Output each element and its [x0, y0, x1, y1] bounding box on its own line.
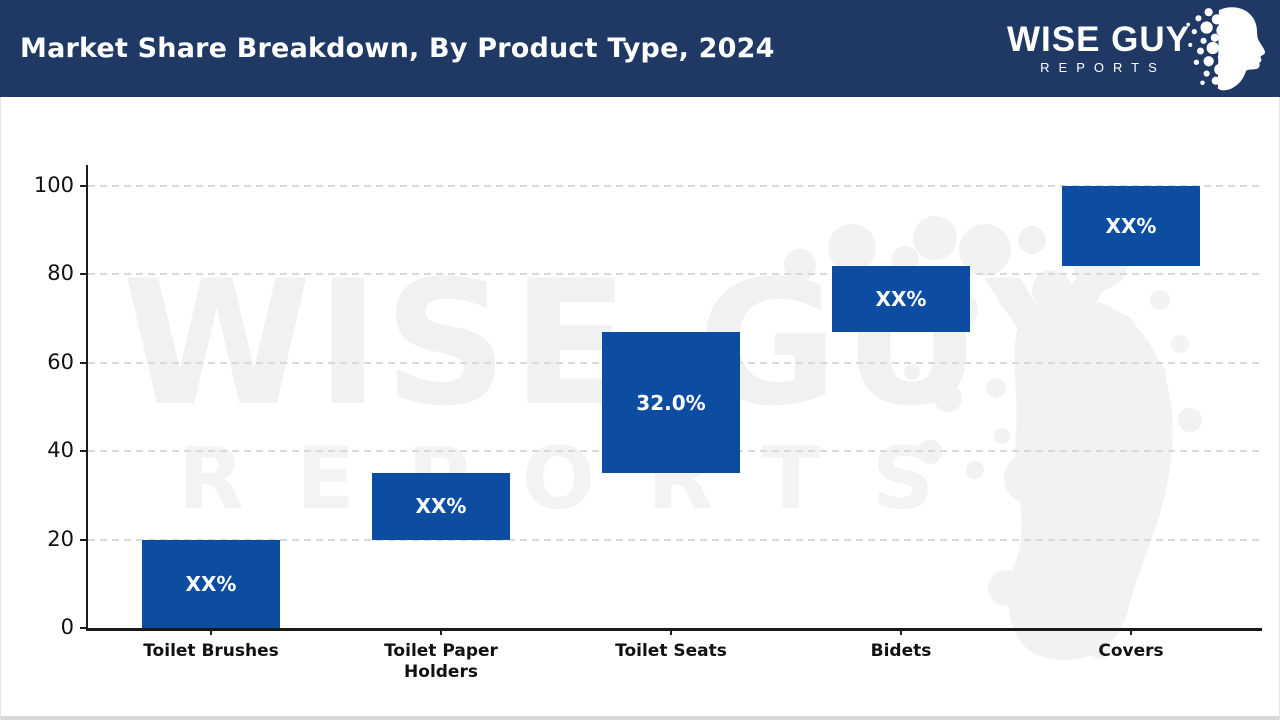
bar-value-label: XX%	[415, 494, 467, 519]
left-edge	[0, 97, 1, 720]
ytick-80	[80, 273, 88, 276]
ytick-label-20: 20	[47, 526, 74, 551]
brand-name: WISE GUY	[1006, 20, 1190, 59]
xtick-1	[210, 628, 212, 635]
page-title: Market Share Breakdown, By Product Type,…	[20, 33, 775, 64]
header-bar: Market Share Breakdown, By Product Type,…	[0, 0, 1280, 97]
bar-value-label: XX%	[875, 286, 927, 311]
bar-5: XX%	[1062, 186, 1200, 266]
category-label: Bidets	[870, 641, 932, 661]
ytick-label-0: 0	[60, 615, 74, 639]
ytick-label-40: 40	[47, 438, 74, 463]
xtick-3	[670, 628, 672, 635]
bottom-edge	[0, 716, 1280, 720]
brand-logo-text: WISE GUY REPORTS	[1007, 22, 1190, 75]
bar-3: 32.0%	[602, 331, 740, 474]
brand-logo: WISE GUY REPORTS	[1007, 4, 1272, 94]
category-label: Toilet Paper Holders	[384, 641, 498, 683]
category-label: Toilet Brushes	[143, 641, 279, 661]
x-axis-line	[86, 628, 1262, 631]
bar-1: XX%	[142, 539, 280, 628]
ytick-100	[80, 185, 88, 187]
ytick-label-80: 80	[47, 261, 74, 286]
ytick-0	[80, 627, 88, 629]
category-label: Toilet Seats	[615, 641, 727, 661]
xtick-4	[900, 628, 902, 635]
bar-value-label: 32.0%	[636, 390, 706, 415]
gridline-80	[88, 273, 1262, 276]
bar-value-label: XX%	[185, 571, 237, 596]
ytick-label-100: 100	[33, 173, 74, 197]
category-label: Covers	[1098, 641, 1164, 661]
y-axis-line	[86, 165, 88, 630]
gridline-100	[88, 185, 1262, 187]
logo-face-icon	[1186, 6, 1265, 90]
ytick-20	[80, 538, 88, 541]
gridline-20	[88, 538, 1262, 541]
brand-subtitle: REPORTS	[1040, 60, 1166, 75]
xtick-2	[440, 628, 442, 635]
ytick-60	[80, 361, 88, 364]
ytick-40	[80, 450, 88, 453]
ytick-label-60: 60	[47, 349, 74, 374]
bar-value-label: XX%	[1105, 213, 1157, 238]
bar-4: XX%	[832, 265, 970, 332]
bar-2: XX%	[372, 473, 510, 540]
